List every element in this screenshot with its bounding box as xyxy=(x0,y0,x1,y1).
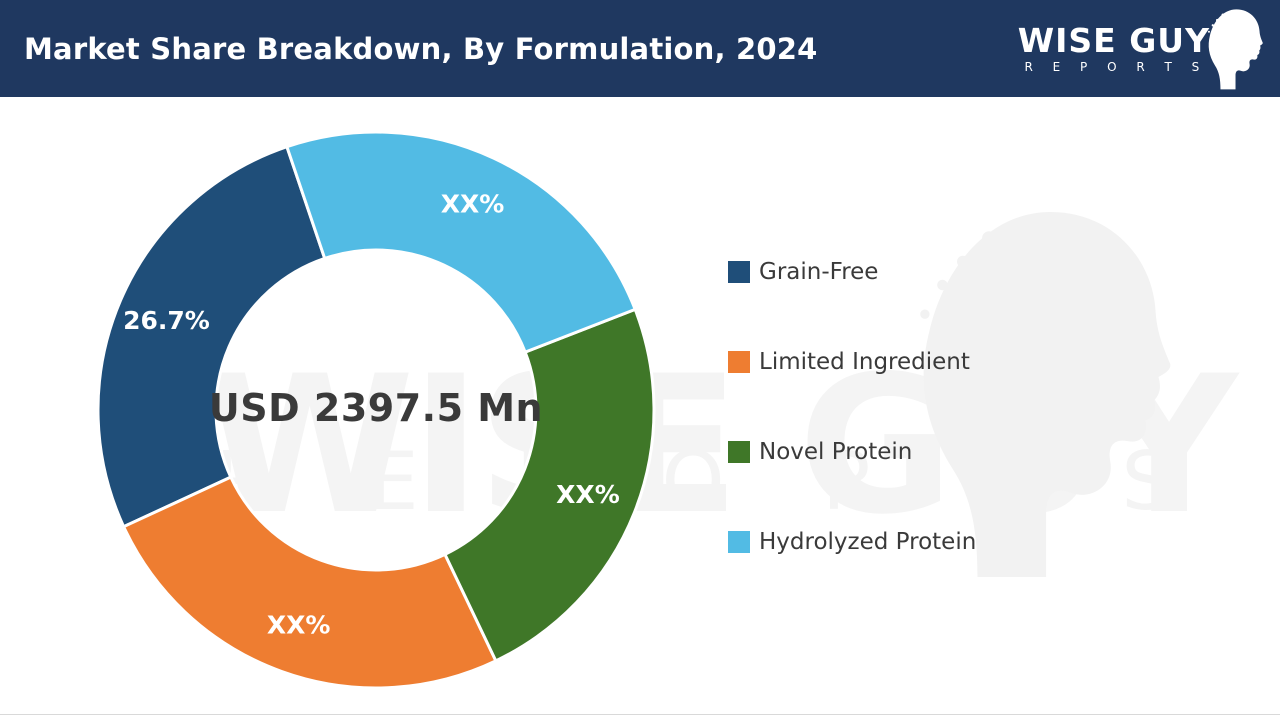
segment-value-label: XX% xyxy=(441,189,505,218)
donut-segment-limited-ingredient xyxy=(122,475,498,690)
legend-item-hydrolyzed-protein: Hydrolyzed Protein xyxy=(728,529,977,555)
legend-label: Limited Ingredient xyxy=(759,349,970,375)
legend-label: Novel Protein xyxy=(759,439,913,465)
donut-svg: 26.7% XX% XX% XX% xyxy=(96,130,656,690)
legend-swatch-limited-ingredient xyxy=(728,351,750,373)
donut-chart: 26.7% XX% XX% XX% xyxy=(96,130,656,690)
segment-value-label: XX% xyxy=(267,610,331,639)
legend-label: Grain-Free xyxy=(759,259,879,285)
chart-area: WISE GUY R E P O R T S 26.7% XX% XX% XX% US… xyxy=(0,97,1280,717)
legend-item-grain-free: Grain-Free xyxy=(728,259,976,285)
logo-subtitle: R E P O R T S xyxy=(1024,59,1208,74)
chart-legend: Grain-Free Limited Ingredient Novel Prot… xyxy=(728,259,977,620)
donut-segment-grain-free xyxy=(96,145,327,529)
footer-divider xyxy=(0,714,1280,715)
legend-swatch-grain-free xyxy=(728,261,750,283)
logo-wordmark: WISE GUY xyxy=(1017,20,1210,60)
legend-item-novel-protein: Novel Protein xyxy=(728,439,976,465)
face-profile-icon xyxy=(1207,8,1263,89)
donut-segment-hydrolyzed-protein xyxy=(285,130,637,354)
legend-label: Hydrolyzed Protein xyxy=(759,529,977,555)
segment-value-label: XX% xyxy=(556,480,620,509)
header-bar: Market Share Breakdown, By Formulation, … xyxy=(0,0,1280,97)
donut-segment-novel-protein xyxy=(443,307,656,663)
wise-guy-logo: WISE GUY R E P O R T S xyxy=(1018,6,1264,92)
legend-item-limited-ingredient: Limited Ingredient xyxy=(728,349,976,375)
page-title: Market Share Breakdown, By Formulation, … xyxy=(24,31,818,66)
chart-center-value: USD 2397.5 Mn xyxy=(208,386,544,430)
logo-text: WISE GUY R E P O R T S xyxy=(1018,24,1210,74)
segment-value-label: 26.7% xyxy=(123,306,210,335)
legend-swatch-hydrolyzed-protein xyxy=(728,531,750,553)
legend-swatch-novel-protein xyxy=(728,441,750,463)
